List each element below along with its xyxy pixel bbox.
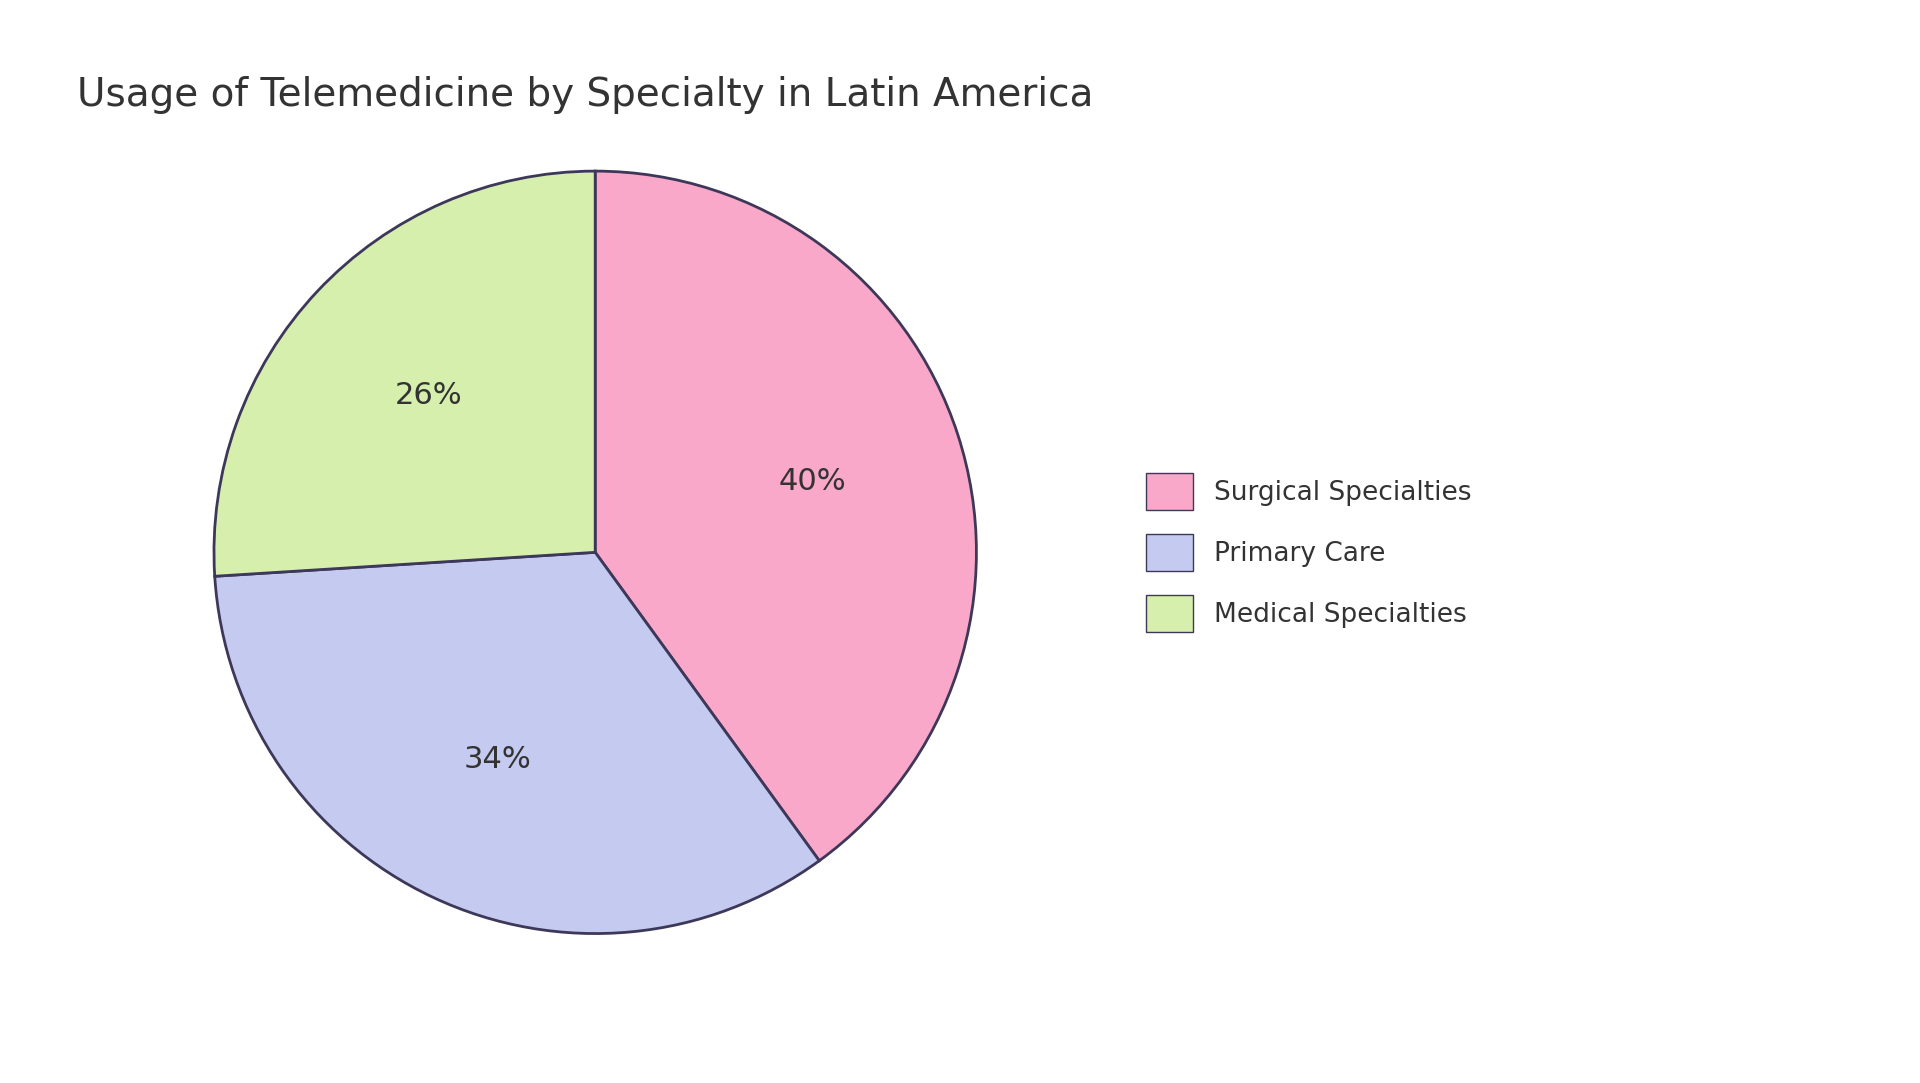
Wedge shape	[213, 171, 595, 576]
Text: 26%: 26%	[396, 381, 463, 410]
Text: Usage of Telemedicine by Specialty in Latin America: Usage of Telemedicine by Specialty in La…	[77, 76, 1092, 114]
Legend: Surgical Specialties, Primary Care, Medical Specialties: Surgical Specialties, Primary Care, Medi…	[1133, 459, 1484, 645]
Text: 40%: 40%	[780, 467, 847, 496]
Wedge shape	[215, 552, 820, 934]
Text: 34%: 34%	[465, 745, 532, 773]
Wedge shape	[595, 171, 977, 861]
